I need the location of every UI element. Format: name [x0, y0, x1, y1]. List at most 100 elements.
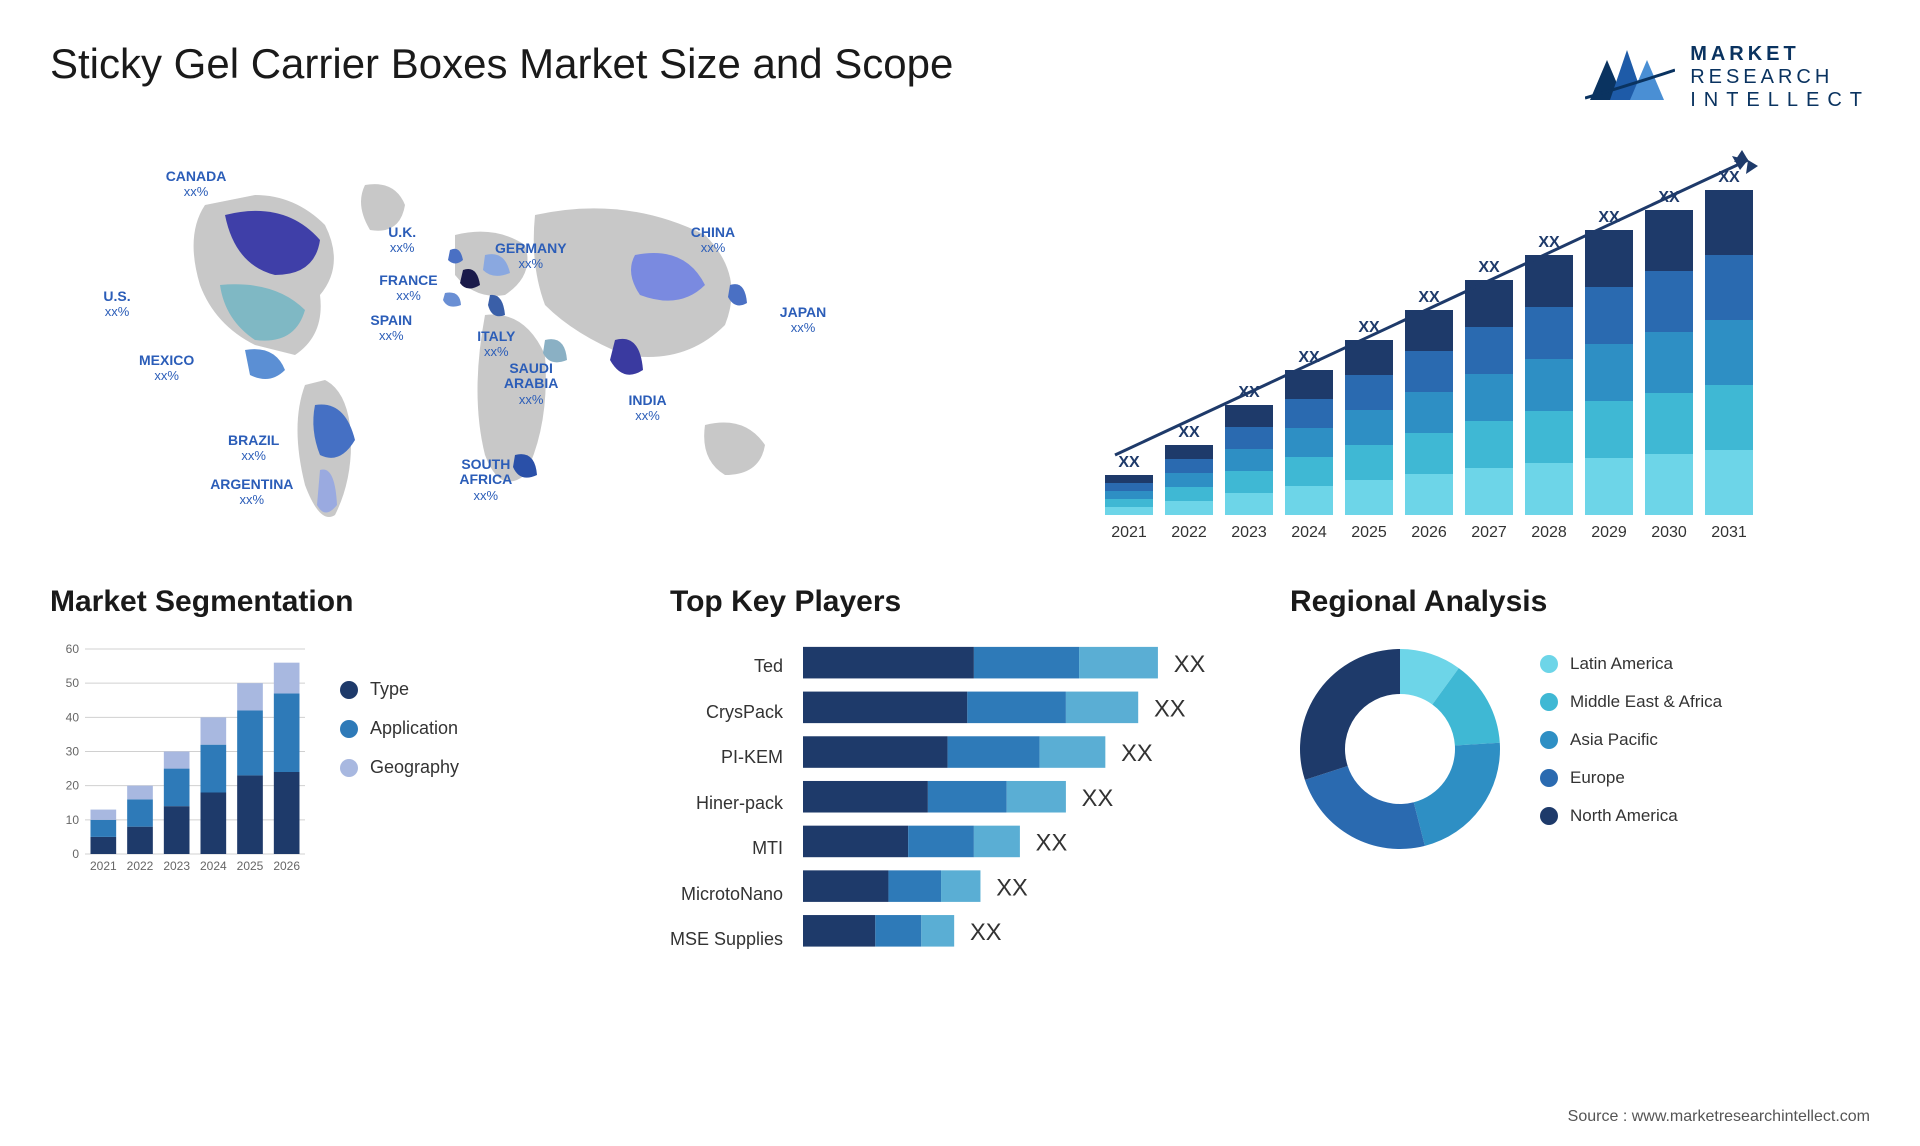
svg-text:2027: 2027: [1471, 524, 1507, 541]
svg-text:2024: 2024: [200, 859, 227, 873]
legend-label: Geography: [370, 757, 459, 778]
legend-item: Europe: [1540, 768, 1870, 788]
logo-icon: [1585, 40, 1675, 115]
svg-text:30: 30: [66, 745, 80, 759]
map-label: CHINAxx%: [691, 225, 735, 256]
logo-line1: MARKET: [1690, 43, 1870, 66]
svg-text:20: 20: [66, 779, 80, 793]
header: Sticky Gel Carrier Boxes Market Size and…: [50, 40, 1870, 115]
svg-text:2021: 2021: [90, 859, 117, 873]
svg-text:2026: 2026: [273, 859, 300, 873]
svg-text:2022: 2022: [127, 859, 154, 873]
svg-text:2021: 2021: [1111, 524, 1147, 541]
player-label: MTI: [752, 832, 783, 866]
legend-label: Europe: [1570, 768, 1625, 788]
legend-label: Type: [370, 679, 409, 700]
legend-dot-icon: [1540, 731, 1558, 749]
players-chart: XXXXXXXXXXXXXX: [803, 639, 1250, 968]
svg-text:50: 50: [66, 676, 80, 690]
svg-text:XX: XX: [970, 920, 1002, 946]
players-labels: Ted CrysPack PI-KEM Hiner-pack MTI MicrotoNan…: [670, 639, 783, 968]
map-label: ARGENTINAxx%: [210, 477, 293, 508]
logo-text: MARKET RESEARCH INTELLECT: [1690, 43, 1870, 112]
map-label: GERMANYxx%: [495, 241, 567, 272]
legend-item: North America: [1540, 806, 1870, 826]
regional-title: Regional Analysis: [1290, 585, 1870, 619]
legend-item: Asia Pacific: [1540, 730, 1870, 750]
map-label: ITALYxx%: [477, 329, 515, 360]
logo: MARKET RESEARCH INTELLECT: [1585, 40, 1870, 115]
map-label: MEXICOxx%: [139, 353, 194, 384]
svg-text:XX: XX: [1036, 831, 1068, 857]
map-label: SOUTHAFRICAxx%: [459, 457, 512, 503]
map-label: FRANCExx%: [379, 273, 437, 304]
legend-dot-icon: [340, 720, 358, 738]
bottom-section: Market Segmentation 0 10 20 30 40 50 60 2021 202…: [50, 585, 1870, 968]
svg-text:XX: XX: [1154, 697, 1186, 723]
player-label: Ted: [754, 650, 783, 684]
map-label: SPAINxx%: [370, 313, 412, 344]
svg-text:XX: XX: [1082, 786, 1114, 812]
svg-text:2030: 2030: [1651, 524, 1687, 541]
svg-text:60: 60: [66, 642, 80, 656]
svg-text:XX: XX: [1174, 652, 1206, 678]
svg-text:XX: XX: [1178, 424, 1200, 441]
page-title: Sticky Gel Carrier Boxes Market Size and…: [50, 40, 953, 88]
legend-label: Latin America: [1570, 654, 1673, 674]
legend-dot-icon: [340, 759, 358, 777]
map-label: SAUDIARABIAxx%: [504, 361, 558, 407]
segmentation-title: Market Segmentation: [50, 585, 630, 619]
legend-label: Middle East & Africa: [1570, 692, 1722, 712]
segmentation-chart: 0 10 20 30 40 50 60 2021 2022 2023 2024 2025 2026: [50, 639, 310, 879]
segmentation-panel: Market Segmentation 0 10 20 30 40 50 60 2021 202…: [50, 585, 630, 968]
svg-text:10: 10: [66, 813, 80, 827]
legend-label: North America: [1570, 806, 1678, 826]
svg-text:XX: XX: [996, 875, 1028, 901]
top-section: CANADAxx% U.S.xx% MEXICOxx% BRAZILxx% ARGENT…: [50, 145, 1870, 545]
svg-text:2024: 2024: [1291, 524, 1327, 541]
svg-text:2022: 2022: [1171, 524, 1207, 541]
svg-text:2023: 2023: [1231, 524, 1267, 541]
svg-text:0: 0: [72, 847, 79, 861]
legend-dot-icon: [340, 681, 358, 699]
svg-text:2025: 2025: [1351, 524, 1387, 541]
svg-text:XX: XX: [1118, 454, 1140, 471]
player-label: MicrotoNano: [681, 877, 783, 911]
svg-text:2023: 2023: [163, 859, 190, 873]
logo-line3: INTELLECT: [1690, 89, 1870, 112]
legend-label: Application: [370, 718, 458, 739]
map-label: INDIAxx%: [629, 393, 667, 424]
source-text: Source : www.marketresearchintellect.com: [1568, 1108, 1870, 1126]
players-panel: Top Key Players Ted CrysPack PI-KEM Hiner-p…: [670, 585, 1250, 968]
player-label: CrysPack: [706, 695, 783, 729]
regional-legend: Latin America Middle East & Africa Asia Pa…: [1540, 654, 1870, 844]
player-label: Hiner-pack: [696, 786, 783, 820]
legend-dot-icon: [1540, 769, 1558, 787]
map-label: U.S.xx%: [103, 289, 130, 320]
svg-text:2031: 2031: [1711, 524, 1747, 541]
legend-item: Latin America: [1540, 654, 1870, 674]
svg-text:2025: 2025: [237, 859, 264, 873]
player-label: PI-KEM: [721, 741, 783, 775]
map-label: BRAZILxx%: [228, 433, 279, 464]
players-title: Top Key Players: [670, 585, 1250, 619]
logo-line2: RESEARCH: [1690, 66, 1870, 89]
regional-panel: Regional Analysis Latin America Middle Ea…: [1290, 585, 1870, 968]
regional-donut: [1290, 639, 1510, 859]
map-label: CANADAxx%: [166, 169, 227, 200]
legend-item: Geography: [340, 757, 630, 778]
svg-text:40: 40: [66, 710, 80, 724]
legend-dot-icon: [1540, 655, 1558, 673]
legend-item: Type: [340, 679, 630, 700]
svg-text:2029: 2029: [1591, 524, 1627, 541]
legend-item: Application: [340, 718, 630, 739]
svg-text:XX: XX: [1121, 741, 1153, 767]
svg-text:2026: 2026: [1411, 524, 1447, 541]
player-label: MSE Supplies: [670, 923, 783, 957]
legend-label: Asia Pacific: [1570, 730, 1658, 750]
world-map: CANADAxx% U.S.xx% MEXICOxx% BRAZILxx% ARGENT…: [50, 145, 940, 545]
svg-text:XX: XX: [1478, 259, 1500, 276]
legend-dot-icon: [1540, 693, 1558, 711]
map-label: JAPANxx%: [780, 305, 826, 336]
legend-item: Middle East & Africa: [1540, 692, 1870, 712]
